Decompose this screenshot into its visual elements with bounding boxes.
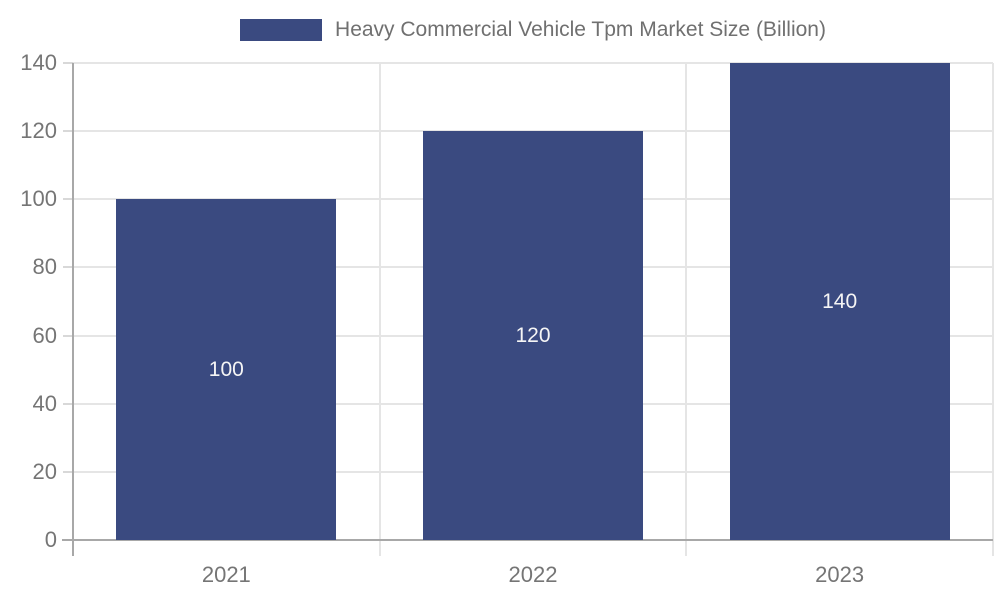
gridline-horizontal bbox=[73, 62, 993, 64]
y-tick-label: 100 bbox=[20, 186, 57, 212]
x-tick-label: 2022 bbox=[508, 562, 558, 587]
y-tick-label: 0 bbox=[44, 527, 57, 552]
gridline-horizontal bbox=[73, 130, 993, 133]
gridline-vertical bbox=[992, 63, 994, 540]
x-axis-line bbox=[62, 539, 993, 541]
y-tick-label: 120 bbox=[20, 118, 57, 144]
bar: 120 bbox=[423, 131, 643, 540]
y-tick-label: 20 bbox=[32, 458, 57, 484]
bar-value-label: 140 bbox=[822, 289, 858, 313]
y-axis-tick bbox=[63, 470, 73, 473]
y-axis-tick bbox=[63, 266, 73, 269]
x-axis-tick bbox=[685, 540, 688, 556]
y-axis-line bbox=[72, 63, 74, 556]
y-tick-label: 40 bbox=[32, 390, 57, 416]
legend: Heavy Commercial Vehicle Tpm Market Size… bbox=[73, 18, 993, 42]
bar-value-label: 100 bbox=[208, 357, 244, 381]
y-axis-tick bbox=[63, 334, 73, 337]
x-axis-tick bbox=[378, 540, 381, 556]
gridline-vertical bbox=[685, 63, 688, 540]
x-axis-tick bbox=[992, 540, 994, 556]
bar: 100 bbox=[116, 199, 337, 540]
x-tick-label: 2021 bbox=[201, 562, 251, 587]
legend-swatch bbox=[240, 19, 323, 41]
y-axis-tick bbox=[63, 130, 73, 133]
y-axis-tick bbox=[63, 62, 73, 64]
y-tick-label: 140 bbox=[20, 50, 57, 75]
y-tick-label: 80 bbox=[32, 254, 57, 280]
y-tick-label: 60 bbox=[32, 322, 57, 348]
x-tick-label: 2023 bbox=[815, 562, 865, 587]
y-axis-tick bbox=[63, 198, 73, 201]
bar-value-label: 120 bbox=[515, 323, 551, 347]
y-axis-tick bbox=[63, 402, 73, 405]
bar: 140 bbox=[729, 63, 950, 540]
gridline-vertical bbox=[378, 63, 381, 540]
legend-label: Heavy Commercial Vehicle Tpm Market Size… bbox=[335, 18, 826, 41]
plot-area: 0 20 40 60 80 100 120 140 100 2021 120 2022 140 2023 bbox=[20, 50, 994, 587]
